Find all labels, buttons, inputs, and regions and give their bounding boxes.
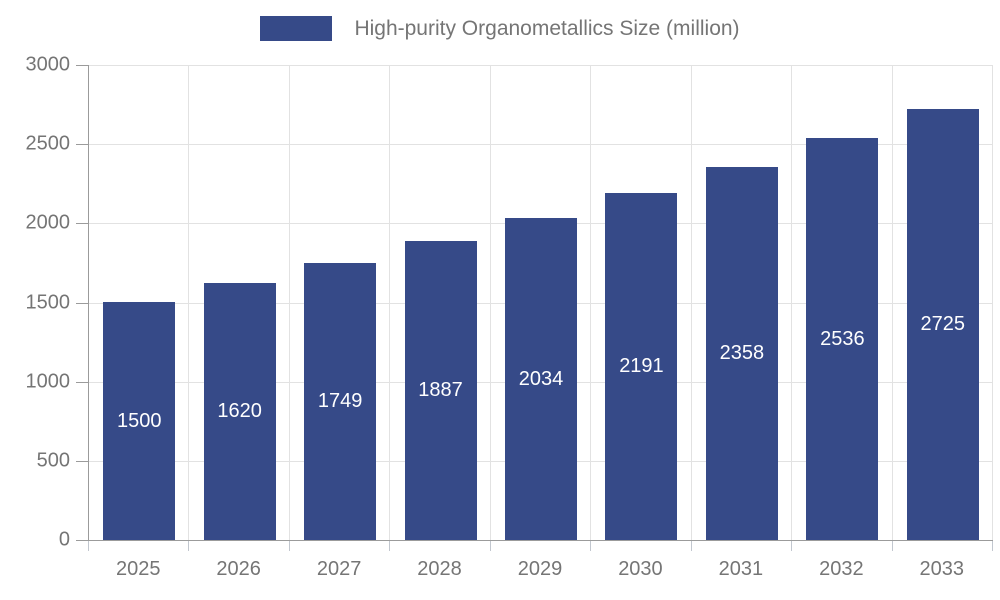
- y-tick-label: 500: [36, 449, 70, 472]
- bar-value-label: 2358: [719, 342, 765, 364]
- x-tick-label: 2029: [517, 558, 563, 580]
- gridline-vertical: [288, 65, 290, 540]
- gridline-horizontal: [89, 65, 993, 66]
- gridline-vertical: [489, 65, 491, 540]
- bar-value-label: 1500: [116, 409, 162, 432]
- bar-value-label: 1620: [217, 400, 262, 422]
- gridline-vertical: [690, 65, 692, 540]
- x-tick-label: 2031: [718, 558, 764, 580]
- bar[interactable]: 2191: [605, 193, 678, 540]
- bar-value-label: 2536: [820, 327, 865, 350]
- legend[interactable]: High-purity Organometallics Size (millio…: [0, 16, 1000, 41]
- y-tick-label: 0: [58, 528, 70, 551]
- bar[interactable]: 2034: [505, 218, 577, 540]
- bar-value-label: 1887: [418, 379, 463, 401]
- bar[interactable]: 1620: [203, 283, 276, 540]
- gridline-vertical: [188, 65, 190, 540]
- x-axis-tick: [288, 541, 290, 551]
- y-axis-tick: [76, 381, 88, 383]
- x-tick-label: 2032: [819, 558, 864, 580]
- x-tick-label: 2026: [216, 558, 261, 580]
- bar-value-label: 2034: [518, 367, 564, 390]
- gridline-vertical: [891, 65, 893, 540]
- y-axis-tick: [76, 223, 88, 225]
- y-axis-tick: [76, 65, 88, 66]
- x-axis-tick: [690, 541, 692, 551]
- legend-label: High-purity Organometallics Size (millio…: [354, 16, 740, 40]
- y-tick-label: 1000: [25, 370, 71, 393]
- x-axis-tick: [389, 541, 391, 551]
- bar-value-label: 1749: [317, 390, 363, 412]
- x-tick-label: 2033: [919, 558, 965, 580]
- x-tick-label: 2030: [618, 558, 663, 580]
- bar[interactable]: 2358: [705, 167, 778, 540]
- y-axis-tick: [76, 460, 88, 462]
- gridline-horizontal: [89, 144, 993, 146]
- x-tick-label: 2025: [115, 558, 161, 580]
- gridline-vertical: [590, 65, 592, 540]
- y-tick-label: 1500: [25, 291, 71, 313]
- y-axis-tick: [76, 302, 88, 304]
- y-axis-tick: [76, 540, 88, 541]
- x-axis-tick: [791, 541, 793, 551]
- x-axis-tick: [188, 541, 190, 551]
- plot-area: 1500 1620 1749 1887 2034 2191 2358 2536 2725: [88, 65, 993, 541]
- gridline-vertical: [389, 65, 391, 540]
- bar[interactable]: 1749: [304, 263, 377, 540]
- y-tick-label: 2500: [25, 132, 71, 155]
- legend-swatch: [260, 16, 333, 41]
- bar[interactable]: 2536: [806, 138, 879, 540]
- bar-value-label: 2191: [619, 355, 664, 377]
- x-axis-tick: [489, 541, 491, 551]
- x-axis-tick: [992, 541, 993, 551]
- x-axis-tick: [891, 541, 893, 551]
- x-tick-label: 2028: [417, 558, 462, 580]
- x-axis-tick: [590, 541, 592, 551]
- bar[interactable]: 2725: [906, 109, 979, 540]
- x-axis-tick: [88, 541, 89, 551]
- x-tick-label: 2027: [316, 558, 362, 580]
- y-tick-label: 3000: [25, 53, 71, 76]
- y-axis-tick: [76, 144, 88, 146]
- bar[interactable]: 1887: [404, 241, 477, 540]
- bar-value-label: 2725: [920, 313, 966, 335]
- bar[interactable]: 1500: [103, 302, 176, 540]
- gridline-vertical: [791, 65, 793, 540]
- gridline-vertical: [992, 65, 993, 540]
- y-tick-label: 2000: [25, 211, 71, 234]
